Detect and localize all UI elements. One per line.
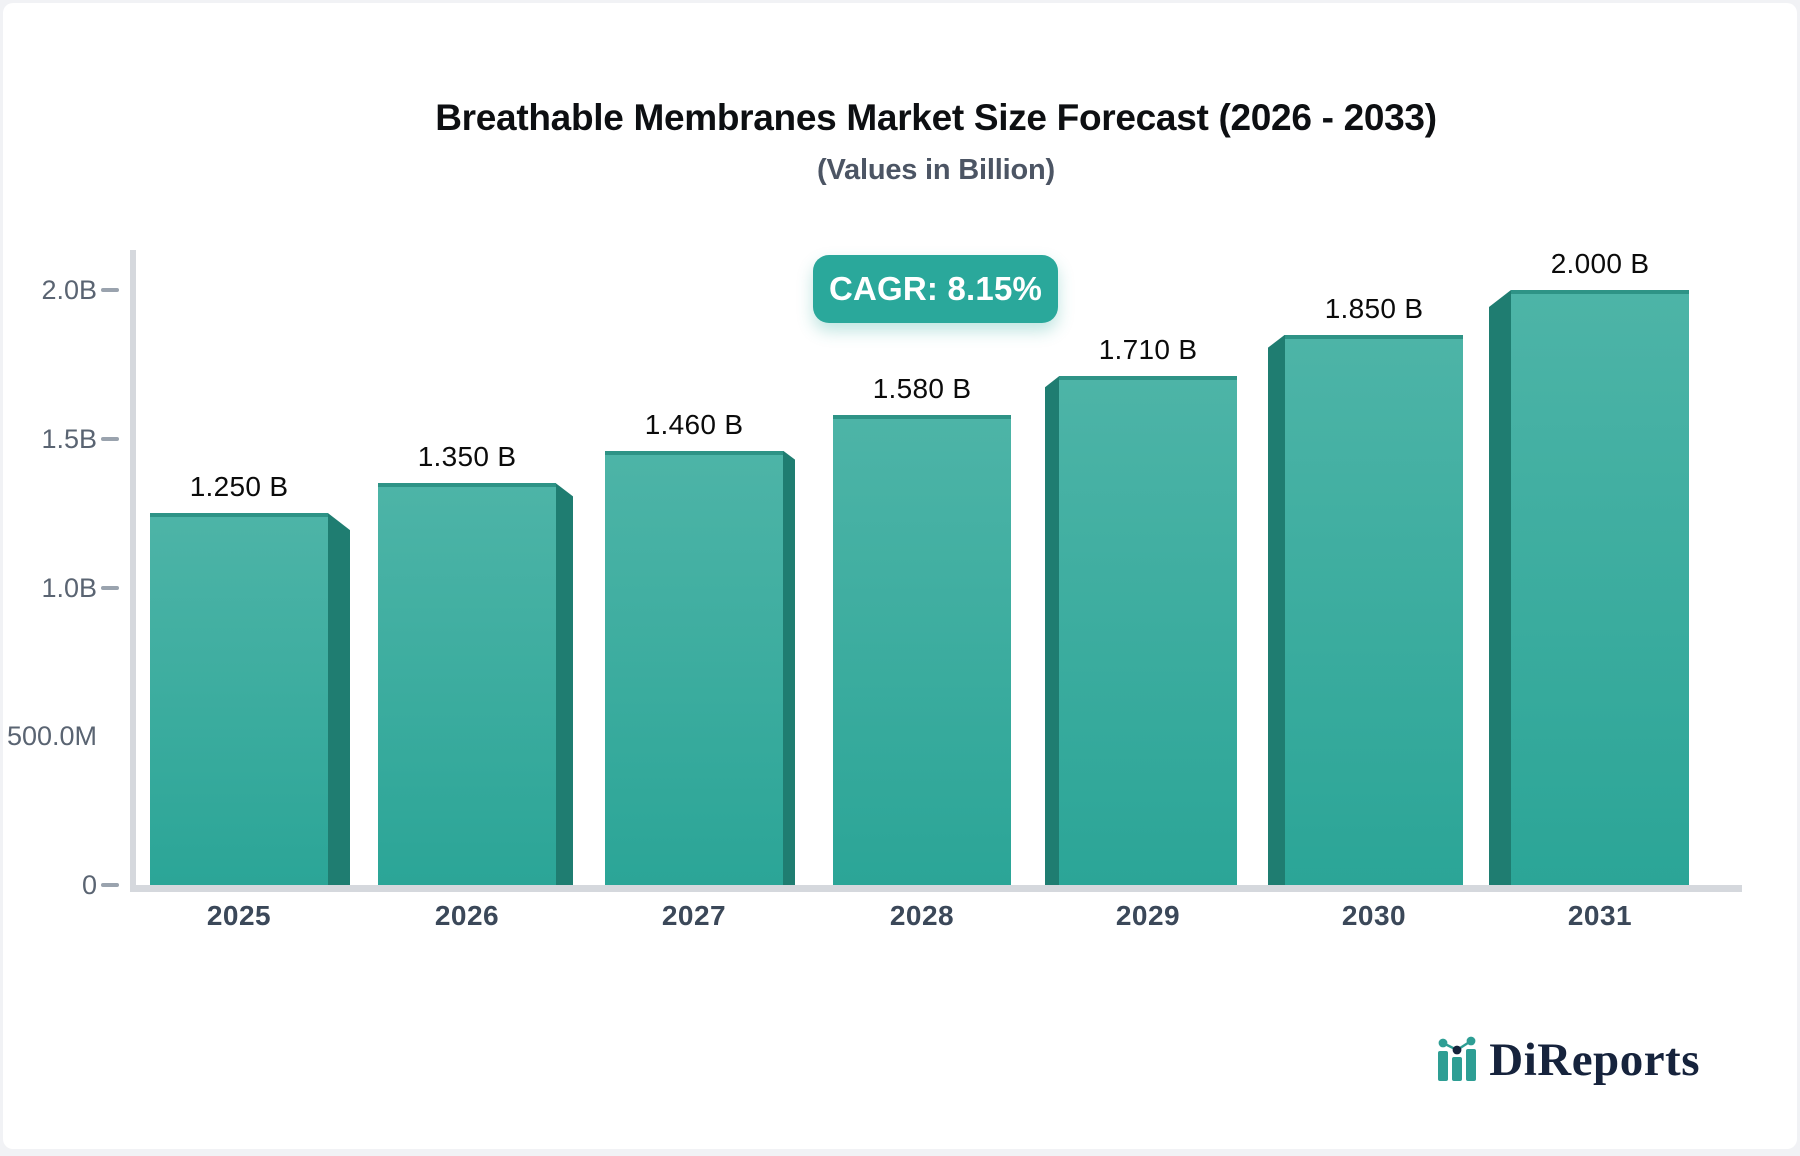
brand-name: DiReports	[1489, 1034, 1700, 1086]
y-axis-tick-mark	[101, 436, 119, 441]
bar-value-label-2026: 1.350 B	[417, 441, 517, 473]
y-axis-tick-label: 1.0B	[41, 572, 97, 603]
bar-value-label-2029: 1.710 B	[1098, 334, 1198, 366]
y-axis-line	[130, 250, 136, 891]
y-axis-tick-mark	[101, 585, 119, 590]
bar-2031[interactable]	[1511, 290, 1689, 885]
bar-2028[interactable]	[833, 414, 1011, 885]
bar-side-face-2025	[328, 513, 350, 885]
bar-value-label-2031: 2.000 B	[1550, 248, 1650, 279]
bar-value-label-2025: 1.250 B	[189, 471, 289, 503]
x-axis-label-2027: 2027	[661, 900, 727, 931]
x-axis-label-2031: 2031	[1567, 900, 1633, 931]
x-axis-label-2029: 2029	[1115, 900, 1181, 931]
bar-2027[interactable]	[605, 450, 783, 885]
y-axis-tick-label: 0	[81, 870, 97, 900]
bar-side-face-2026	[556, 483, 573, 885]
bar-side-face-2030	[1268, 334, 1285, 885]
x-axis-label-2028: 2028	[889, 900, 955, 931]
y-axis-tick-label: 500.0M	[6, 721, 97, 752]
bar-2029[interactable]	[1059, 376, 1237, 885]
x-axis-label-2026: 2026	[434, 900, 500, 931]
bar-value-label-2028: 1.580 B	[872, 372, 972, 404]
y-axis-tick-label: 1.5B	[41, 423, 97, 454]
y-axis-tick-mark	[101, 883, 119, 887]
bar-side-face-2031	[1489, 290, 1511, 885]
bar-2026[interactable]	[378, 483, 556, 885]
x-axis-line	[130, 885, 1742, 892]
bar-2030[interactable]	[1285, 334, 1463, 885]
chart-header: Breathable Membranes Market Size Forecas…	[130, 96, 1742, 187]
bar-2025[interactable]	[150, 513, 328, 885]
chart-subtitle: (Values in Billion)	[817, 154, 1055, 186]
bar-side-face-2027	[783, 450, 795, 885]
x-axis-label-2025: 2025	[206, 900, 272, 931]
chart-title: Breathable Membranes Market Size Forecas…	[435, 97, 1437, 138]
y-axis-tick-mark	[101, 288, 119, 292]
cagr-badge: CAGR: 8.15%	[813, 255, 1058, 323]
x-axis-label-2030: 2030	[1341, 900, 1407, 931]
bar-value-label-2027: 1.460 B	[644, 408, 744, 440]
bar-value-label-2030: 1.850 B	[1324, 292, 1424, 324]
mini-bar-line-chart-icon	[1438, 1036, 1477, 1081]
y-axis-tick-label: 2.0B	[41, 275, 97, 305]
bar-side-face-2029	[1045, 376, 1059, 885]
brand-logo: DiReports	[1435, 1036, 1700, 1084]
